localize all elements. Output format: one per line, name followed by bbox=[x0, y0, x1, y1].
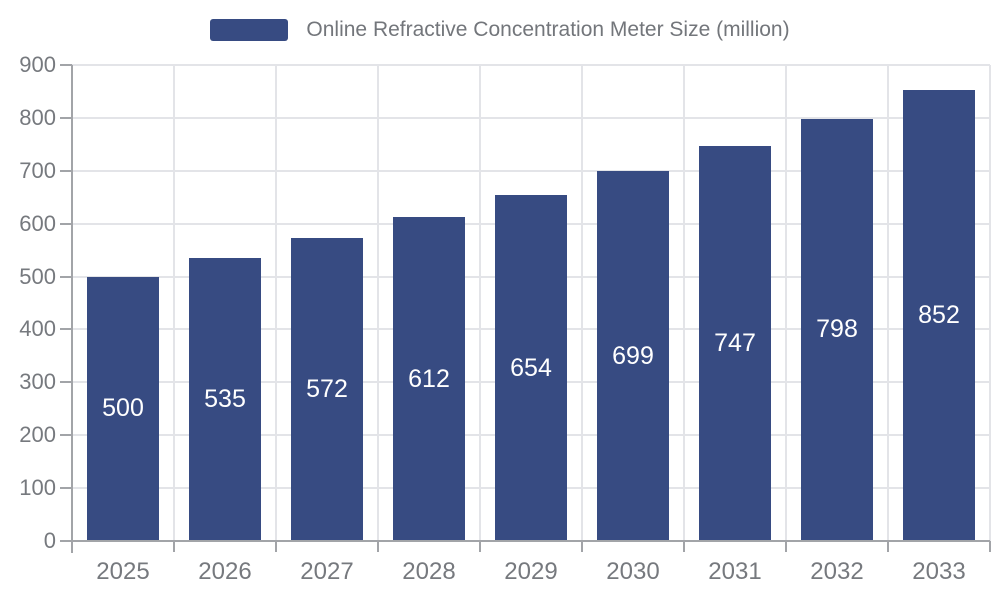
y-axis-label: 200 bbox=[19, 422, 56, 448]
y-axis-label: 300 bbox=[19, 369, 56, 395]
legend[interactable]: Online Refractive Concentration Meter Si… bbox=[0, 18, 1000, 42]
y-axis-tick bbox=[60, 540, 72, 542]
x-axis-line bbox=[72, 540, 990, 542]
y-axis-tick bbox=[60, 169, 72, 172]
x-axis-label: 2030 bbox=[606, 558, 660, 585]
y-axis-line bbox=[71, 65, 73, 553]
bar: 699 bbox=[597, 171, 669, 541]
y-axis-tick bbox=[60, 487, 72, 490]
x-axis-tick bbox=[377, 541, 379, 552]
x-axis-tick bbox=[989, 541, 991, 552]
x-axis-tick bbox=[479, 541, 481, 552]
gridline-vertical bbox=[785, 65, 787, 541]
x-axis-label: 2031 bbox=[708, 558, 762, 585]
bar: 535 bbox=[189, 258, 261, 541]
gridline-vertical bbox=[479, 65, 481, 541]
y-axis-label: 700 bbox=[19, 157, 56, 183]
legend-swatch-icon bbox=[210, 19, 289, 41]
gridline-horizontal bbox=[72, 64, 990, 66]
bar-value-label: 535 bbox=[204, 385, 246, 413]
y-axis-label: 400 bbox=[19, 316, 56, 342]
y-axis-label: 500 bbox=[19, 263, 56, 289]
gridline-vertical bbox=[581, 65, 583, 541]
x-axis-label: 2032 bbox=[810, 558, 864, 585]
gridline-horizontal bbox=[72, 116, 990, 119]
y-axis-label: 900 bbox=[19, 52, 56, 77]
x-axis-tick bbox=[785, 541, 787, 552]
x-axis-tick bbox=[887, 541, 889, 552]
bar: 747 bbox=[699, 145, 771, 541]
x-axis-tick bbox=[581, 541, 583, 552]
y-axis-tick bbox=[60, 328, 72, 331]
x-axis-label: 2029 bbox=[504, 558, 558, 585]
y-axis-tick bbox=[60, 64, 72, 66]
x-axis-tick bbox=[683, 541, 685, 552]
x-axis-label: 2028 bbox=[402, 558, 456, 585]
bar: 852 bbox=[903, 90, 975, 541]
y-axis-tick bbox=[60, 275, 72, 278]
x-axis-label: 2027 bbox=[300, 558, 354, 585]
y-axis-label: 800 bbox=[19, 104, 56, 130]
y-axis-tick bbox=[60, 222, 72, 225]
x-axis-tick bbox=[71, 541, 73, 552]
y-axis-label: 0 bbox=[43, 528, 56, 553]
y-axis-tick bbox=[60, 381, 72, 384]
bar-value-label: 572 bbox=[306, 375, 348, 404]
bar-value-label: 852 bbox=[918, 301, 960, 330]
bar: 572 bbox=[291, 238, 363, 541]
bar: 500 bbox=[87, 276, 159, 541]
bar-value-label: 798 bbox=[816, 315, 858, 344]
gridline-vertical bbox=[989, 65, 991, 541]
x-axis-label: 2026 bbox=[198, 558, 252, 585]
y-axis-tick bbox=[60, 434, 72, 437]
y-axis-label: 100 bbox=[19, 475, 56, 501]
bar-value-label: 699 bbox=[612, 341, 654, 370]
bar: 798 bbox=[801, 118, 873, 541]
y-axis-label: 600 bbox=[19, 210, 56, 236]
gridline-vertical bbox=[887, 65, 889, 541]
legend-label: Online Refractive Concentration Meter Si… bbox=[306, 18, 790, 41]
gridline-horizontal bbox=[72, 169, 990, 172]
bar-value-label: 500 bbox=[102, 394, 144, 423]
bar-value-label: 747 bbox=[714, 328, 756, 357]
bar-value-label: 612 bbox=[408, 364, 450, 393]
bar-value-label: 654 bbox=[510, 353, 552, 382]
gridline-vertical bbox=[683, 65, 685, 541]
x-axis-tick bbox=[275, 541, 277, 552]
x-axis-tick bbox=[173, 541, 175, 552]
x-axis-label: 2033 bbox=[912, 558, 966, 585]
y-axis-tick bbox=[60, 116, 72, 119]
bar: 612 bbox=[393, 217, 465, 541]
bar: 654 bbox=[495, 195, 567, 541]
gridline-vertical bbox=[377, 65, 379, 541]
x-axis-label: 2025 bbox=[96, 558, 150, 585]
gridline-vertical bbox=[275, 65, 277, 541]
gridline-vertical bbox=[173, 65, 175, 541]
